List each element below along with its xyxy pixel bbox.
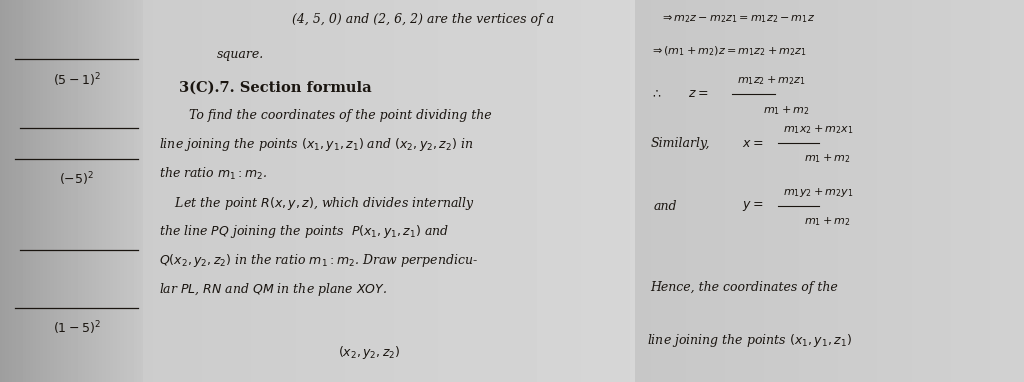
Text: square.: square.: [217, 48, 264, 61]
Text: $m_1 y_2 + m_2 y_1$: $m_1 y_2 + m_2 y_1$: [783, 186, 854, 199]
Text: $(1-5)^2$: $(1-5)^2$: [53, 320, 100, 337]
Text: $y =$: $y =$: [742, 199, 764, 213]
Text: and: and: [653, 200, 677, 213]
Text: the line $PQ$ joining the points  $P(x_1, y_1, z_1)$ and: the line $PQ$ joining the points $P(x_1,…: [159, 223, 449, 241]
Text: $\Rightarrow (m_1 + m_2)z = m_1 z_2 + m_2 z_1$: $\Rightarrow (m_1 + m_2)z = m_1 z_2 + m_…: [650, 44, 807, 58]
Text: $(5-1)^2$: $(5-1)^2$: [53, 71, 100, 89]
Text: $(-5)^2$: $(-5)^2$: [59, 171, 94, 188]
Text: $x =$: $x =$: [742, 137, 764, 150]
Text: 3(C).7. Section formula: 3(C).7. Section formula: [179, 80, 372, 94]
Text: the ratio $m_1 : m_2$.: the ratio $m_1 : m_2$.: [159, 166, 267, 182]
Text: lar $PL$, $RN$ and $QM$ in the plane $XOY$.: lar $PL$, $RN$ and $QM$ in the plane $XO…: [159, 281, 387, 298]
Text: $\therefore$: $\therefore$: [650, 87, 662, 100]
Text: line joining the points $(x_1, y_1, z_1)$: line joining the points $(x_1, y_1, z_1)…: [647, 332, 852, 350]
Text: $(x_2, y_2, z_2)$: $(x_2, y_2, z_2)$: [338, 344, 400, 361]
Text: (4, 5, 0) and (2, 6, 2) are the vertices of a: (4, 5, 0) and (2, 6, 2) are the vertices…: [292, 13, 554, 26]
Text: line joining the points $(x_1, y_1, z_1)$ and $(x_2, y_2, z_2)$ in: line joining the points $(x_1, y_1, z_1)…: [159, 136, 473, 153]
Text: Let the point $R(x, y, z)$, which divides internally: Let the point $R(x, y, z)$, which divide…: [159, 195, 475, 212]
Text: $m_1 z_2 + m_2 z_1$: $m_1 z_2 + m_2 z_1$: [737, 74, 806, 87]
Text: $m_1 x_2 + m_2 x_1$: $m_1 x_2 + m_2 x_1$: [783, 123, 854, 136]
Text: Hence, the coordinates of the: Hence, the coordinates of the: [650, 281, 838, 294]
Text: $m_1 + m_2$: $m_1 + m_2$: [763, 104, 810, 117]
Text: $\Rightarrow m_2 z - m_2 z_1 = m_1 z_2 - m_1 z$: $\Rightarrow m_2 z - m_2 z_1 = m_1 z_2 -…: [660, 13, 815, 25]
Text: $m_1 + m_2$: $m_1 + m_2$: [804, 215, 851, 228]
Text: Similarly,: Similarly,: [650, 137, 710, 150]
Text: $m_1 + m_2$: $m_1 + m_2$: [804, 152, 851, 165]
Text: To find the coordinates of the point dividing the: To find the coordinates of the point div…: [189, 109, 493, 122]
Text: $z =$: $z =$: [688, 87, 709, 100]
Text: $Q(x_2, y_2, z_2)$ in the ratio $m_1 : m_2$. Draw perpendicu-: $Q(x_2, y_2, z_2)$ in the ratio $m_1 : m…: [159, 252, 477, 269]
